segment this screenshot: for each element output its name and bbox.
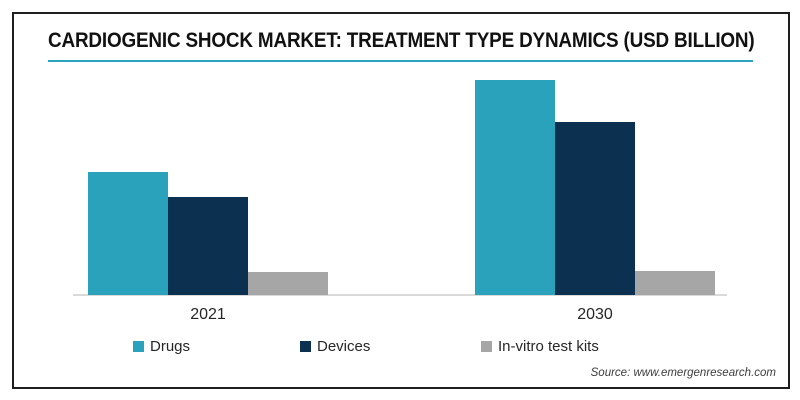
legend-label-invitro-test-kits: In-vitro test kits: [498, 337, 599, 355]
chart-title: CARDIOGENIC SHOCK MARKET: TREATMENT TYPE…: [48, 29, 755, 52]
legend-swatch-invitro-test-kits-icon: [481, 340, 492, 352]
bar-in-vitro-test-kits-2030: [635, 271, 715, 295]
bar-in-vitro-test-kits-2021: [248, 272, 328, 295]
legend-label-devices: Devices: [317, 337, 371, 355]
legend-label-drugs: Drugs: [150, 337, 191, 355]
legend-item-devices: Devices: [300, 336, 370, 356]
legend-item-drugs: Drugs: [133, 336, 190, 356]
bar-devices-2021: [168, 197, 248, 295]
source-attribution: Source: www.emergenresearch.com: [590, 367, 776, 379]
bar-drugs-2021: [88, 172, 168, 295]
title-underline: [48, 60, 753, 62]
x-axis-line: [73, 294, 727, 296]
bar-drugs-2030: [475, 80, 555, 295]
legend-swatch-drugs-icon: [133, 340, 144, 352]
bar-devices-2030: [555, 122, 635, 295]
legend-item-invitro-test-kits: In-vitro test kits: [481, 336, 599, 356]
category-label-2030: 2030: [577, 306, 613, 323]
legend-swatch-devices-icon: [300, 340, 311, 352]
category-label-2021: 2021: [190, 306, 226, 323]
legend: Drugs Devices In-vitro test kits: [0, 336, 800, 356]
